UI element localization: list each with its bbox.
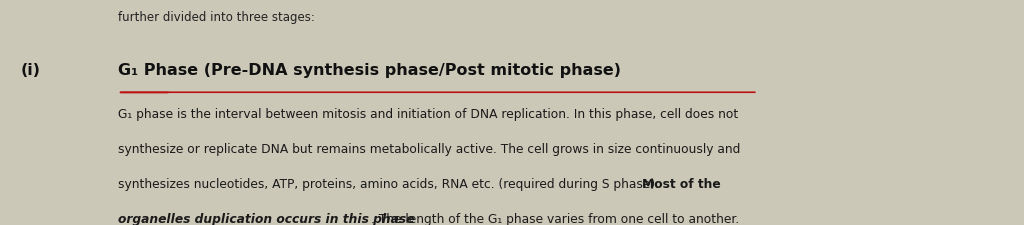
Text: (i): (i) [20, 63, 41, 78]
Text: Most of the: Most of the [642, 178, 721, 191]
Text: . The length of the G₁ phase varies from one cell to another.: . The length of the G₁ phase varies from… [371, 213, 739, 225]
Text: G₁ phase is the interval between mitosis and initiation of DNA replication. In t: G₁ phase is the interval between mitosis… [118, 108, 738, 121]
Text: further divided into three stages:: further divided into three stages: [118, 11, 314, 24]
Text: synthesizes nucleotides, ATP, proteins, amino acids, RNA etc. (required during S: synthesizes nucleotides, ATP, proteins, … [118, 178, 663, 191]
Text: organelles duplication occurs in this phase: organelles duplication occurs in this ph… [118, 213, 414, 225]
Text: G₁ Phase (Pre-DNA synthesis phase/Post mitotic phase): G₁ Phase (Pre-DNA synthesis phase/Post m… [118, 63, 621, 78]
Text: synthesize or replicate DNA but remains metabolically active. The cell grows in : synthesize or replicate DNA but remains … [118, 143, 740, 156]
